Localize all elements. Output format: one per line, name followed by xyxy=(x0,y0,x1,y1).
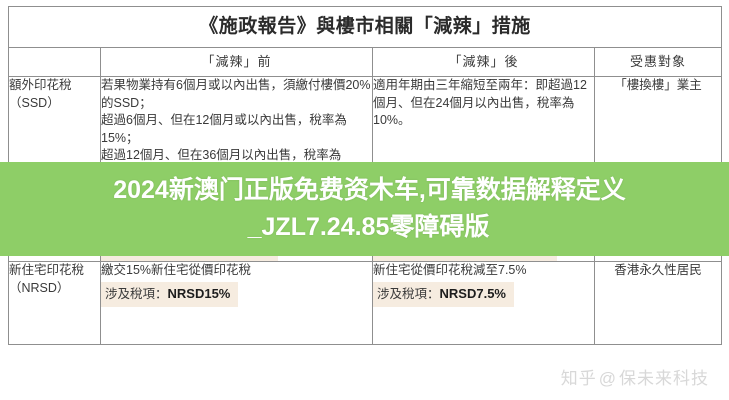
promo-banner-background xyxy=(0,162,729,256)
row-nrsd-beneficiary: 香港永久性居民 xyxy=(593,261,723,345)
table-header-row: 「減辣」前 「減辣」後 受惠對象 xyxy=(8,47,723,77)
row-nrsd-before-tax-note: 涉及稅項：NRSD15% xyxy=(101,281,239,307)
column-header-before: 「減辣」前 xyxy=(100,47,373,77)
watermark-platform: 知乎 xyxy=(560,369,597,388)
row-nrsd-category: 新住宅印花稅（NRSD） xyxy=(8,261,101,345)
table-title-row: 《施政報告》與樓市相關「減辣」措施 xyxy=(7,6,723,48)
row-nrsd-after: 新住宅從價印花稅減至7.5% 涉及稅項：NRSD7.5% xyxy=(372,261,595,345)
column-header-category xyxy=(8,47,101,77)
watermark-at-symbol: @ xyxy=(598,369,617,388)
zhihu-watermark: 知乎 @ 保未来科技 xyxy=(561,364,709,389)
column-header-beneficiary: 受惠對象 xyxy=(593,47,723,77)
table-title-cell: 《施政報告》與樓市相關「減辣」措施 xyxy=(7,6,723,48)
row-nrsd-after-tax-note: 涉及稅項：NRSD7.5% xyxy=(373,281,514,307)
page-title: 《施政報告》與樓市相關「減辣」措施 xyxy=(199,16,531,37)
row-nrsd-before: 繳交15%新住宅從價印花稅 涉及稅項：NRSD15% xyxy=(100,261,373,345)
watermark-account: 保未来科技 xyxy=(619,369,709,388)
table-row: 新住宅印花稅（NRSD） 繳交15%新住宅從價印花稅 涉及稅項：NRSD15% … xyxy=(8,261,723,345)
column-header-after: 「減辣」後 xyxy=(372,47,595,77)
